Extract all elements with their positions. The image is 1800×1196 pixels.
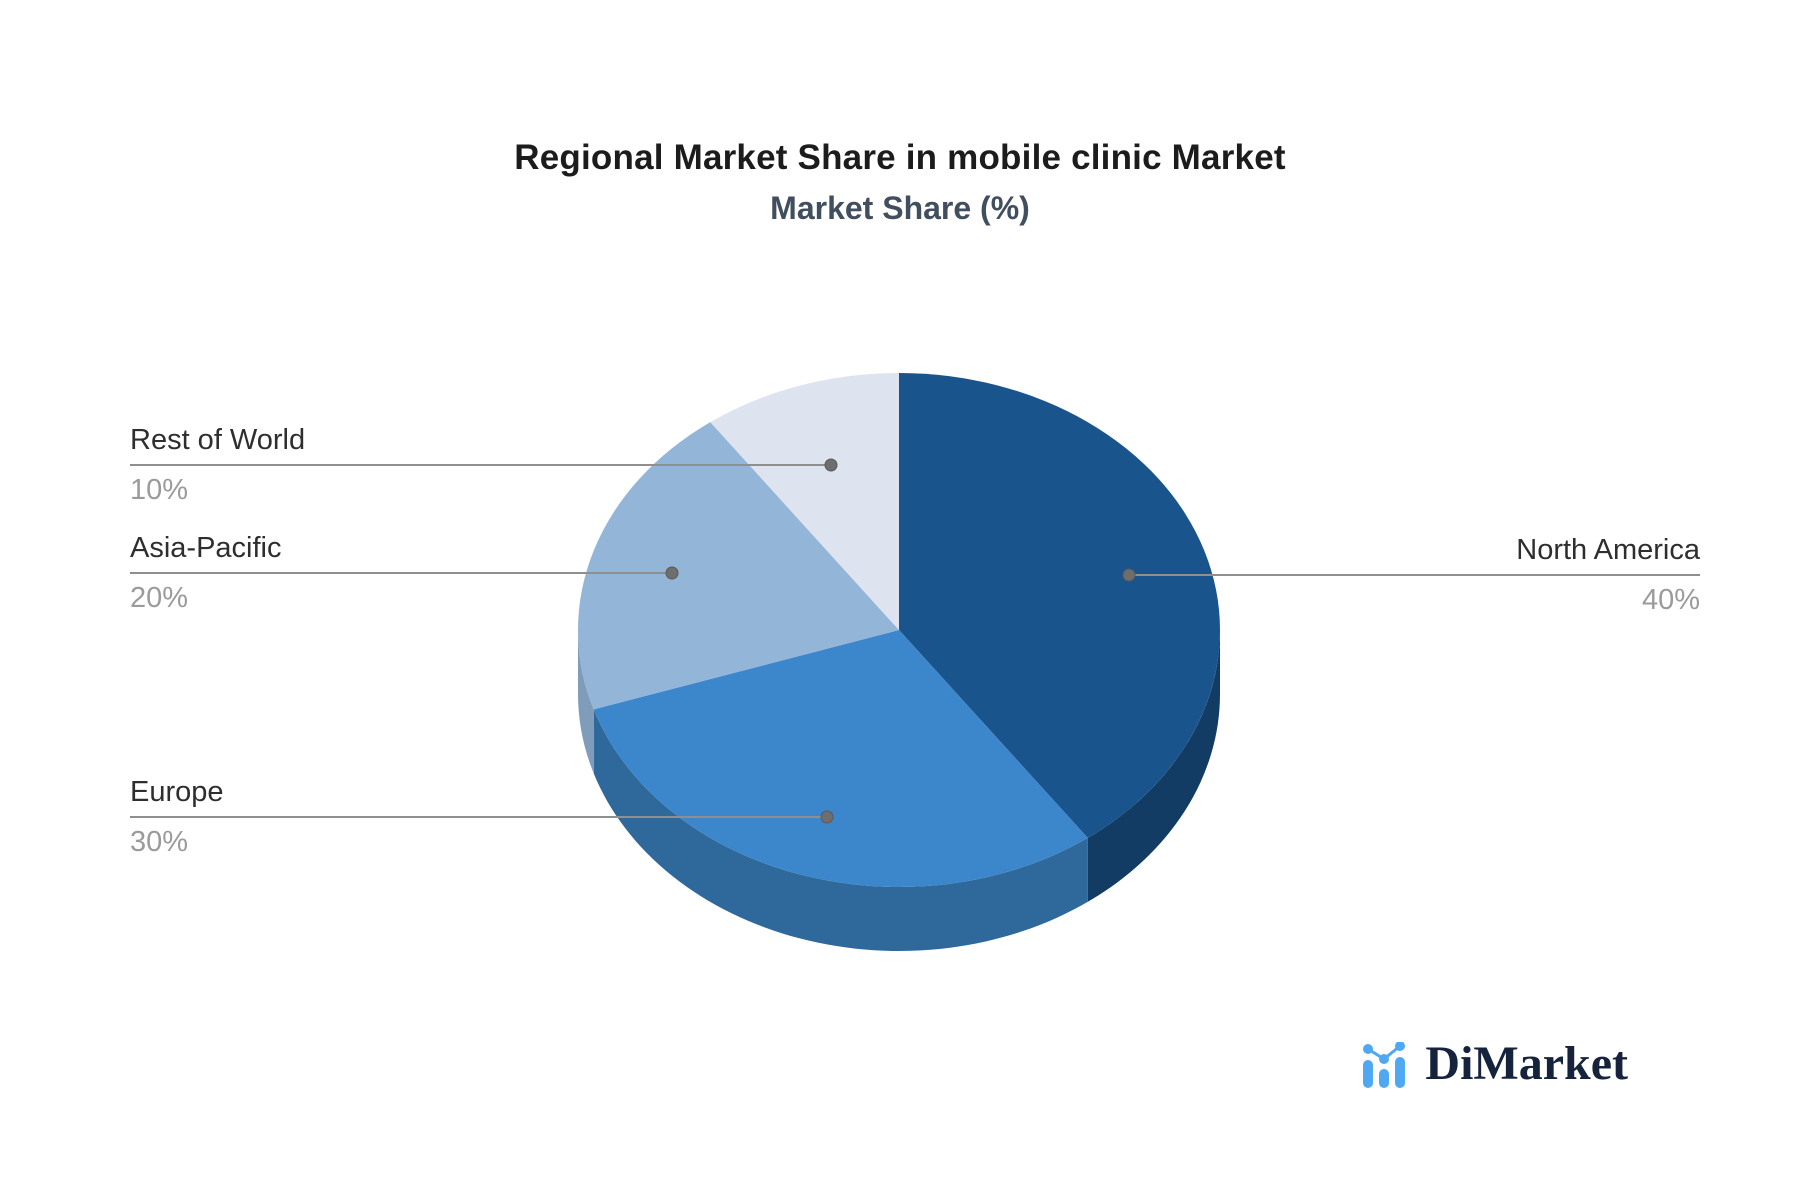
logo-bar [1395, 1057, 1406, 1088]
logo-trend-dot [1363, 1044, 1374, 1054]
leader-dot [665, 566, 679, 580]
bar-chart-icon [1363, 1042, 1406, 1088]
pie-slice-path [593, 709, 1088, 951]
logo-trend-dot [1395, 1042, 1406, 1051]
label-asia-pacific: Asia-Pacific [130, 532, 282, 564]
label-europe: Europe [130, 776, 224, 808]
logo-bar [1379, 1069, 1390, 1088]
brand-logo-text: DiMarket [1425, 1037, 1628, 1090]
label-north-america: North America [1516, 534, 1700, 566]
leader-dot [824, 458, 838, 472]
logo-trend-dot [1379, 1054, 1390, 1064]
value-rest-of-world: 10% [130, 474, 189, 506]
pie-slice-path [1087, 630, 1220, 902]
pie-slice-path [577, 422, 899, 710]
pie-slice-path [710, 373, 899, 630]
chart-subtitle: Market Share (%) [770, 190, 1030, 226]
brand-logo: DiMarket [1359, 1040, 1628, 1088]
value-asia-pacific: 20% [130, 582, 189, 614]
pie-slice-path [899, 373, 1220, 838]
leader-dot [820, 810, 834, 824]
label-rest-of-world: Rest of World [130, 424, 306, 456]
leader-dot [1122, 568, 1136, 582]
pie-slice-path [578, 630, 594, 774]
page-title: Regional Market Share in mobile clinic M… [514, 138, 1286, 177]
logo-bar [1363, 1060, 1374, 1088]
value-north-america: 40% [1641, 584, 1700, 616]
value-europe: 30% [130, 826, 189, 858]
pie-slice-path [593, 630, 1088, 887]
